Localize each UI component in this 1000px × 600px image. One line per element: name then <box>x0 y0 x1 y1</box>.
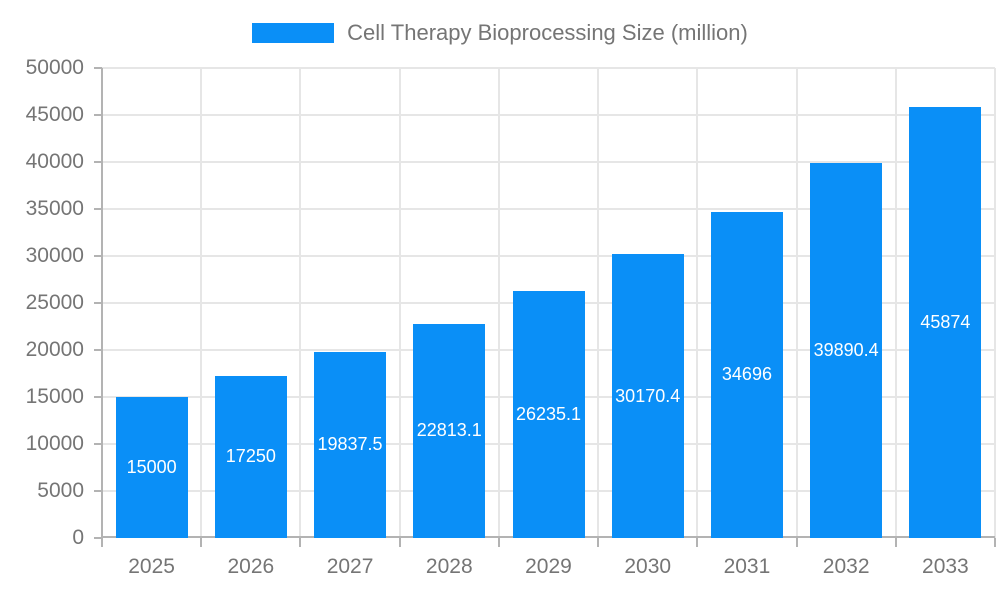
plot-area: 0 5000 10000 15000 20000 25000 30000 35000 40000… <box>26 56 996 578</box>
bar-value-label: 26235.1 <box>515 404 582 425</box>
bar[interactable]: 34696 <box>710 211 783 538</box>
gridline-vertical <box>497 68 500 538</box>
y-axis-tick-mark <box>94 490 102 492</box>
gridline-vertical <box>994 68 996 538</box>
chart-legend[interactable]: Cell Therapy Bioprocessing Size (million… <box>0 20 1000 46</box>
bar[interactable]: 45874 <box>909 106 982 538</box>
bar[interactable]: 26235.1 <box>512 291 585 538</box>
x-axis-tick-label: 2033 <box>922 555 969 578</box>
bar-value-label: 45874 <box>920 311 971 332</box>
legend-label: Cell Therapy Bioprocessing Size (million… <box>347 20 748 45</box>
legend-color-swatch <box>252 23 335 43</box>
x-axis-tick-label: 2026 <box>227 555 275 578</box>
bar[interactable]: 22813.1 <box>413 323 486 538</box>
gridline-vertical <box>597 68 600 538</box>
gridline-vertical <box>299 68 302 538</box>
gridline-horizontal <box>102 114 995 116</box>
y-axis-tick-mark <box>94 114 102 116</box>
y-axis-tick-label: 5000 <box>37 479 84 502</box>
x-axis-tick-mark <box>497 538 500 547</box>
y-axis-tick-label: 25000 <box>25 291 84 314</box>
x-axis-tick-mark <box>795 538 798 547</box>
x-axis-tick-label: 2029 <box>525 555 572 578</box>
y-axis-tick-label: 45000 <box>25 103 84 126</box>
y-axis-tick-mark <box>94 255 102 257</box>
x-axis-tick-label: 2028 <box>425 555 473 578</box>
x-axis-tick-mark <box>200 538 203 547</box>
y-axis-tick-label: 20000 <box>25 338 84 361</box>
y-axis-tick-mark <box>94 161 102 163</box>
y-axis-tick-label: 50000 <box>25 56 84 79</box>
y-axis-tick-label: 15000 <box>25 385 84 408</box>
gridline-vertical <box>696 68 699 538</box>
x-axis-tick-mark <box>894 538 897 547</box>
gridline-vertical <box>795 68 798 538</box>
y-axis-tick-label: 35000 <box>25 197 84 220</box>
y-axis-line <box>101 68 103 547</box>
x-axis-tick-label: 2030 <box>624 555 672 578</box>
bar-value-label: 30170.4 <box>615 385 681 406</box>
x-axis-tick-mark <box>696 538 699 547</box>
y-axis-tick-label: 0 <box>72 526 84 549</box>
bar-value-label: 15000 <box>126 457 177 477</box>
y-axis-tick-mark <box>94 349 102 351</box>
x-axis-tick-mark <box>398 538 401 547</box>
gridline-vertical <box>894 68 897 538</box>
y-axis-tick-mark <box>94 396 102 398</box>
y-axis-tick-mark <box>94 443 102 445</box>
y-axis-tick-label: 30000 <box>25 244 84 267</box>
y-axis-tick-mark <box>94 208 102 210</box>
gridline-vertical <box>398 68 401 538</box>
gridline-horizontal <box>102 255 995 257</box>
gridline-horizontal <box>102 67 995 69</box>
gridline-horizontal <box>102 208 995 210</box>
y-axis-tick-label: 40000 <box>25 150 84 173</box>
bar[interactable]: 15000 <box>115 397 188 538</box>
bar[interactable]: 17250 <box>214 375 287 538</box>
x-axis-tick-label: 2032 <box>822 555 870 578</box>
bar[interactable]: 39890.4 <box>810 163 883 538</box>
bar-value-label: 19837.5 <box>317 434 383 455</box>
gridline-horizontal <box>102 161 995 163</box>
y-axis-tick-mark <box>94 537 102 539</box>
x-axis-tick-label: 2025 <box>128 555 175 578</box>
x-axis-tick-mark <box>994 538 996 547</box>
gridline-vertical <box>200 68 203 538</box>
x-axis-tick-label: 2027 <box>326 555 374 578</box>
y-axis-tick-mark <box>94 67 102 69</box>
x-axis-tick-label: 2031 <box>723 555 771 578</box>
bar-value-label: 39890.4 <box>813 340 879 360</box>
bar[interactable]: 19837.5 <box>314 351 387 538</box>
bar-value-label: 34696 <box>721 364 772 385</box>
bar[interactable]: 30170.4 <box>611 254 684 538</box>
y-axis-tick-mark <box>94 302 102 304</box>
x-axis-tick-mark <box>597 538 600 547</box>
bar-value-label: 22813.1 <box>416 420 482 441</box>
x-axis-tick-mark <box>299 538 302 547</box>
bar-value-label: 17250 <box>225 446 276 467</box>
y-axis-tick-label: 10000 <box>25 432 84 455</box>
